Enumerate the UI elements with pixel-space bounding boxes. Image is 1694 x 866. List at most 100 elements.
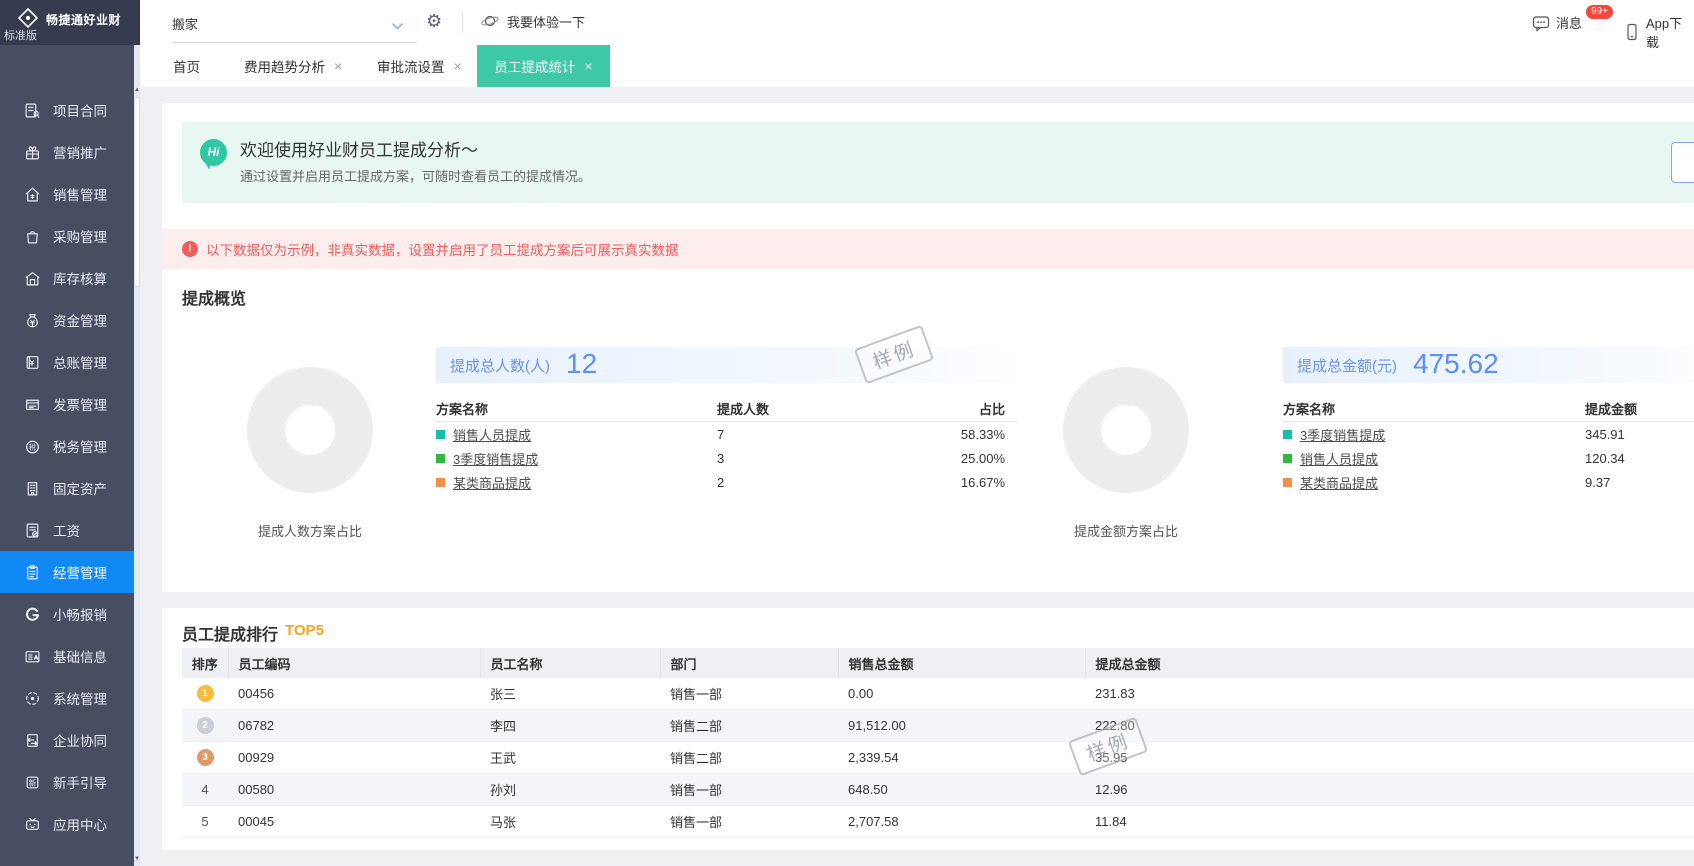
plan-link[interactable]: 销售人员提成: [1300, 451, 1379, 467]
sidebar-menu: 项目合同 营销推广 销售管理 采购管理 库存核算 资金管理: [0, 89, 134, 845]
svg-text:税: 税: [29, 442, 36, 451]
col-department: 部门: [660, 648, 839, 678]
sidebar-item-marketing[interactable]: 营销推广: [0, 131, 134, 173]
scroll-up-icon[interactable]: ▲: [134, 87, 140, 93]
scrollbar-thumb[interactable]: [134, 97, 140, 287]
sidebar-item-invoice[interactable]: 发票管理: [0, 383, 134, 425]
sidebar-item-salary[interactable]: 工资: [0, 509, 134, 551]
org-select-value: 搬家: [172, 17, 199, 32]
table-header-row: 方案名称 提成金额: [1283, 395, 1694, 422]
sidebar-item-purchase[interactable]: 采购管理: [0, 215, 134, 257]
tab-label: 首页: [173, 60, 200, 75]
shopping-bag-icon: [24, 228, 41, 245]
sidebar-item-project-contract[interactable]: 项目合同: [0, 89, 134, 131]
messages-badge: 99+: [1585, 4, 1614, 20]
table-row: 销售人员提成 7 58.33%: [436, 422, 1017, 446]
sidebar-item-label: 税务管理: [53, 440, 107, 455]
table-row: 某类商品提成 2 16.67%: [436, 470, 1017, 494]
newbie-badge-icon: 新: [24, 774, 41, 791]
sidebar-item-label: 营销推广: [53, 146, 107, 161]
org-select[interactable]: 搬家: [172, 0, 417, 43]
ranking-title: 员工提成排行: [182, 627, 279, 644]
employee-name: 张三: [480, 678, 660, 710]
sidebar-item-funds[interactable]: 资金管理: [0, 299, 134, 341]
col-plan-name: 方案名称: [436, 401, 489, 417]
sidebar-item-tax[interactable]: 税 税务管理: [0, 425, 134, 467]
employee-code: 00456: [228, 678, 480, 710]
logo-header: 畅捷通好业财 标准版: [0, 0, 140, 45]
tab-commission-stats[interactable]: 员工提成统计 ×: [477, 45, 610, 87]
plan-link[interactable]: 3季度销售提成: [453, 451, 539, 467]
app-tv-icon: [24, 816, 41, 833]
table-row: 1 00456 张三 销售一部 0.00 231.83: [182, 678, 1694, 710]
sidebar-item-app-center[interactable]: 应用中心: [0, 803, 134, 845]
legend-swatch-orange: [436, 477, 445, 487]
plan-link[interactable]: 某类商品提成: [1300, 475, 1379, 491]
table-row: 销售人员提成 120.34: [1283, 446, 1694, 470]
sidebar-item-xiaochang-expense[interactable]: 小畅报销: [0, 593, 134, 635]
tab-approval-flow[interactable]: 审批流设置 ×: [377, 45, 462, 87]
total-commission: 35.95: [1085, 741, 1694, 774]
total-sales: 0.00: [838, 678, 1085, 710]
banner-action-button[interactable]: [1671, 142, 1694, 183]
close-icon[interactable]: ×: [453, 58, 462, 74]
sidebar-item-label: 新手引导: [53, 776, 107, 791]
department: 销售一部: [660, 773, 838, 806]
messages-button[interactable]: 消息: [1532, 13, 1582, 32]
building-icon: [24, 480, 41, 497]
sidebar-item-sales[interactable]: 销售管理: [0, 173, 134, 215]
app-download-button[interactable]: App下载: [1624, 13, 1694, 51]
sidebar-scrollbar[interactable]: ▲ ▼: [134, 45, 140, 866]
sidebar-item-fixed-assets[interactable]: 固定资产: [0, 467, 134, 509]
table-row: 3季度销售提成 3 25.00%: [436, 446, 1017, 470]
warning-icon: !: [182, 241, 198, 257]
product-name: 畅捷通好业财: [46, 13, 122, 27]
close-icon[interactable]: ×: [334, 58, 343, 74]
tab-label: 审批流设置: [377, 60, 445, 75]
svg-text:新: 新: [29, 777, 37, 787]
sidebar-item-inventory[interactable]: 库存核算: [0, 257, 134, 299]
scroll-down-icon[interactable]: ▼: [134, 856, 140, 862]
gold-medal-icon: 1: [196, 685, 214, 703]
sidebar-item-business-management[interactable]: 经营管理: [0, 551, 134, 593]
sidebar-item-general-ledger[interactable]: 总账管理: [0, 341, 134, 383]
sidebar-item-basic-info[interactable]: 基础信息: [0, 635, 134, 677]
close-icon[interactable]: ×: [584, 58, 593, 74]
total-sales: 2,707.58: [838, 805, 1085, 838]
employee-code: 00045: [228, 805, 480, 838]
experience-link[interactable]: 我要体验一下: [480, 11, 585, 31]
tab-label: 员工提成统计: [494, 60, 576, 75]
amount-value: 345.91: [1585, 426, 1625, 442]
topbar-divider: [462, 11, 463, 33]
sidebar-item-label: 销售管理: [53, 188, 107, 203]
sidebar-item-system-management[interactable]: 系统管理: [0, 677, 134, 719]
plan-link[interactable]: 某类商品提成: [453, 475, 532, 491]
total-sales: 648.50: [838, 773, 1085, 806]
chevron-down-icon: [392, 17, 403, 35]
tab-label: 费用趋势分析: [244, 60, 325, 75]
employee-name: 王武: [480, 741, 660, 774]
total-sales: 2,339.54: [838, 741, 1085, 774]
experience-label: 我要体验一下: [507, 14, 586, 30]
plan-link[interactable]: 3季度销售提成: [1300, 427, 1386, 443]
tab-home[interactable]: 首页: [173, 45, 200, 87]
tab-expense-trend[interactable]: 费用趋势分析 ×: [244, 45, 342, 87]
ranking-table: 排序 员工编码 员工名称 部门 销售总金额 提成总金额 1 00456 张三 销…: [182, 648, 1694, 838]
col-total-sales: 销售总金额: [838, 648, 1086, 678]
commission-ranking-panel: 员工提成排行 TOP5 排序 员工编码 员工名称 部门 销售总金额 提成总金额 …: [162, 608, 1694, 850]
headcount-donut-caption: 提成人数方案占比: [257, 524, 362, 539]
col-percent: 占比: [978, 401, 1005, 417]
gear-icon[interactable]: ⚙: [426, 11, 443, 31]
messages-label: 消息: [1556, 16, 1583, 31]
amount-value: 9.37: [1585, 474, 1611, 490]
department: 销售二部: [660, 741, 838, 774]
legend-swatch-green: [1283, 453, 1292, 463]
sidebar-item-newbie-guide[interactable]: 新 新手引导: [0, 761, 134, 803]
warehouse-icon: [24, 270, 41, 287]
sidebar-item-enterprise-collab[interactable]: 企业协同: [0, 719, 134, 761]
amount-value: 120.34: [1585, 450, 1625, 466]
plan-link[interactable]: 销售人员提成: [453, 427, 532, 443]
sidebar-item-label: 基础信息: [53, 650, 107, 665]
sidebar-item-label: 库存核算: [53, 272, 107, 287]
